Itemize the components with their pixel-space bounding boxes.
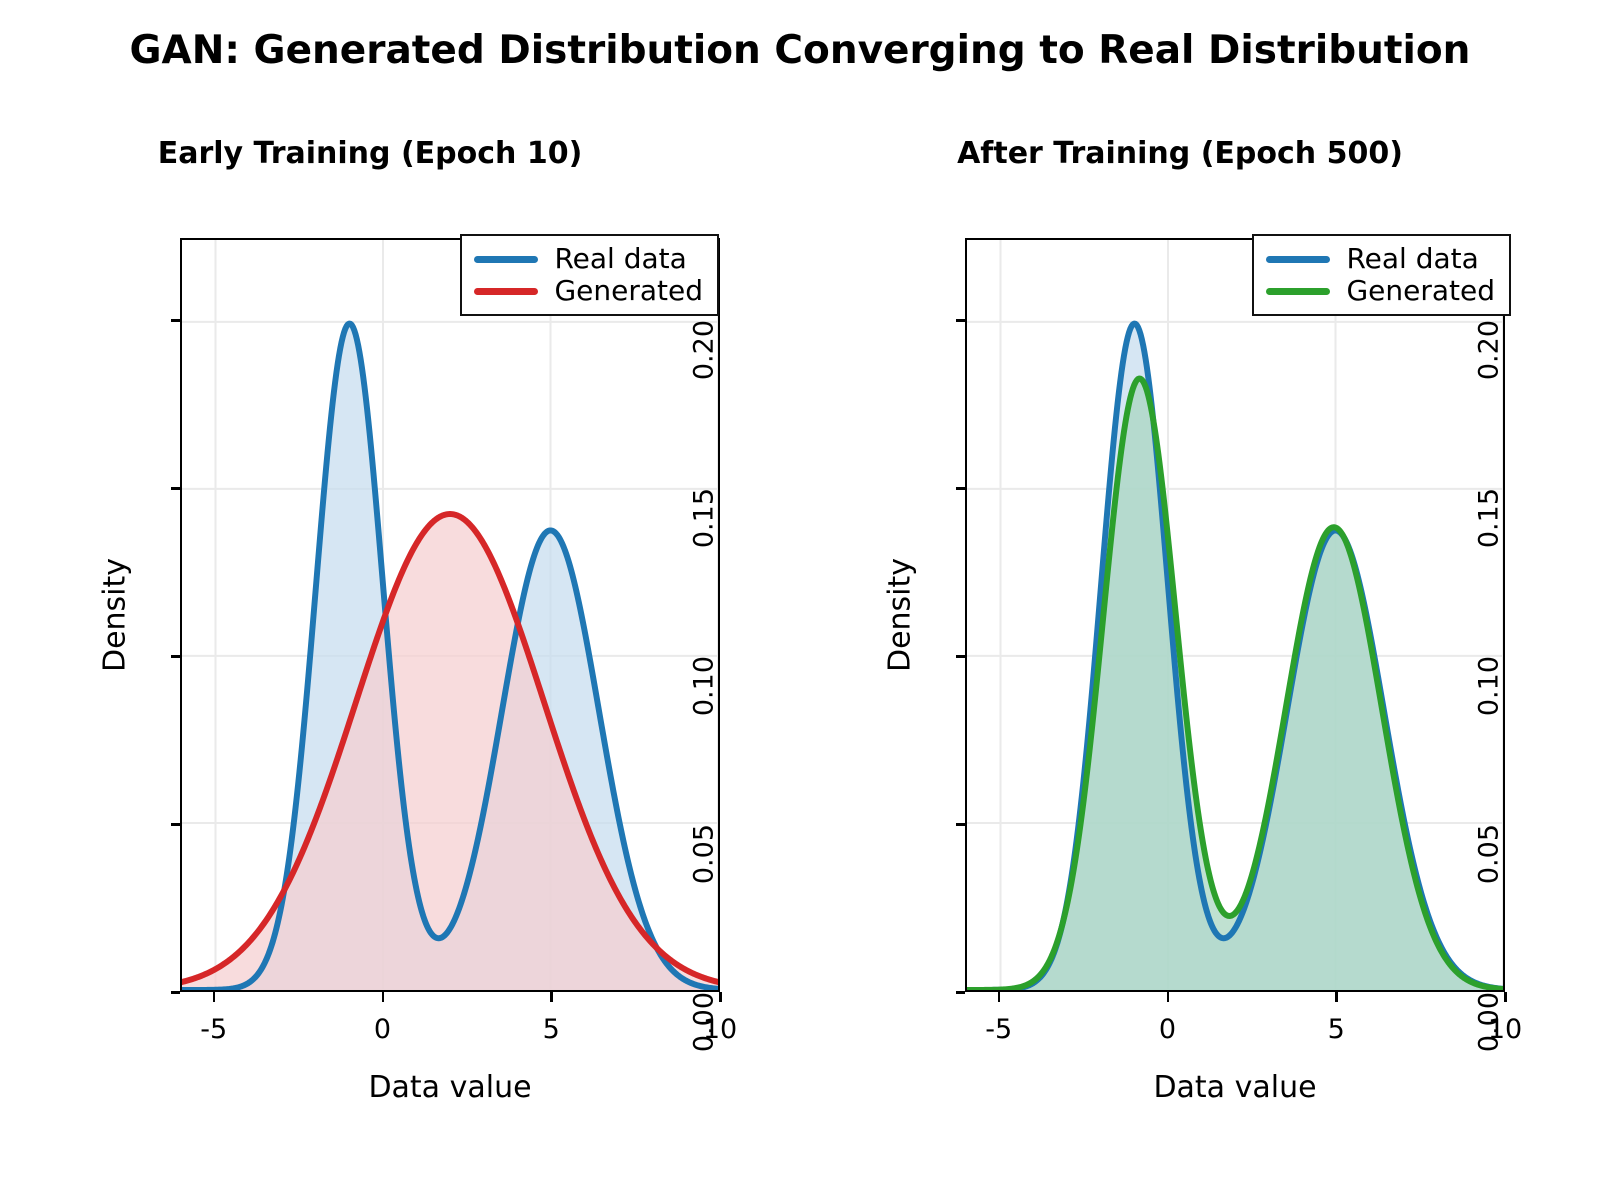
legend-item-generated-after: Generated: [1266, 277, 1495, 305]
legend-item-generated-early: Generated: [474, 277, 703, 305]
axes-frame-after: [965, 238, 1505, 992]
legend-item-real-after: Real data: [1266, 245, 1495, 273]
axes-frame-early: [180, 238, 720, 992]
panel-title-after: After Training (Epoch 500): [957, 136, 1403, 171]
figure-suptitle: GAN: Generated Distribution Converging t…: [129, 28, 1471, 73]
x-tick-label: -5: [985, 1014, 1013, 1045]
y-tick-mark: [956, 823, 965, 826]
panel-early-training: Early Training (Epoch 10) 0.00 0.05 0.10 0.…: [98, 136, 738, 1105]
chart-svg-after: [967, 240, 1503, 990]
area-fill-generated: [182, 514, 718, 990]
y-tick-mark: [171, 487, 180, 490]
y-axis-label-after: Density: [882, 557, 918, 673]
chart-svg-early: [182, 240, 718, 990]
x-tick-label: 10: [702, 1014, 738, 1045]
legend-label-real: Real data: [554, 242, 687, 275]
y-tick-mark: [956, 487, 965, 490]
x-tick-label: -5: [200, 1014, 228, 1045]
legend-label-real: Real data: [1346, 242, 1479, 275]
y-tick-mark: [171, 655, 180, 658]
y-tick-label: 0.15: [1473, 488, 1505, 549]
curve-generated: [967, 375, 1503, 990]
x-axis-label-after: Data value: [1153, 1070, 1317, 1105]
y-tick-mark: [171, 991, 180, 994]
y-tick-label: 0.15: [688, 488, 720, 549]
y-tick-label: 0.10: [688, 656, 720, 717]
legend-after[interactable]: Real data Generated: [1252, 234, 1511, 316]
gridlines: [967, 240, 1503, 990]
legend-label-generated: Generated: [554, 274, 703, 307]
curve-real-data: [182, 320, 718, 990]
x-tick-mark: [550, 992, 553, 1002]
legend-early[interactable]: Real data Generated: [460, 234, 719, 316]
area-fill-generated: [967, 378, 1503, 990]
y-tick-label: 0.10: [1473, 656, 1505, 717]
x-tick-mark: [997, 992, 1001, 1002]
legend-swatch-real-icon: [1266, 255, 1331, 263]
y-tick-mark: [956, 319, 965, 322]
x-tick-label: 0: [373, 1014, 392, 1045]
curve-generated: [182, 511, 718, 985]
x-tick-label: 0: [1158, 1014, 1177, 1045]
x-tick-mark: [381, 992, 384, 1002]
x-tick-mark: [1504, 992, 1507, 1002]
y-tick-label: 0.20: [688, 320, 720, 381]
y-axis-label-early: Density: [97, 557, 133, 673]
x-tick-label: 10: [1487, 1014, 1523, 1045]
legend-swatch-generated-icon: [474, 287, 539, 295]
y-tick-mark: [956, 991, 965, 994]
y-tick-label: 0.05: [1473, 824, 1505, 885]
x-tick-label: 5: [1327, 1014, 1345, 1045]
y-tick-label: 0.20: [1473, 320, 1505, 381]
panel-title-early: Early Training (Epoch 10): [157, 136, 583, 171]
panel-after-training: After Training (Epoch 500) 0.00 0.05 0.10 0…: [790, 0, 1590, 1200]
legend-item-real-early: Real data: [474, 245, 703, 273]
plot-area-early: 0.00 0.05 0.10 0.15 0.20 -5 0 5 10 Density Data…: [98, 234, 737, 1105]
x-tick-label: 5: [542, 1014, 560, 1045]
y-tick-mark: [956, 655, 965, 658]
y-tick-mark: [171, 319, 180, 322]
y-tick-label: 0.05: [688, 824, 720, 885]
x-tick-mark: [719, 992, 722, 1002]
legend-swatch-generated-icon: [1266, 287, 1331, 295]
x-tick-mark: [212, 992, 216, 1002]
x-tick-mark: [1335, 992, 1338, 1002]
legend-swatch-real-icon: [474, 255, 539, 263]
y-tick-mark: [171, 823, 180, 826]
x-axis-label-early: Data value: [368, 1070, 532, 1105]
legend-label-generated: Generated: [1346, 274, 1495, 307]
plot-area-after: 0.00 0.05 0.10 0.15 0.20 -5 0 5 10 Density Data…: [883, 234, 1522, 1105]
x-tick-mark: [1166, 992, 1169, 1002]
